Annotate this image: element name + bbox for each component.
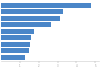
Bar [1, 16, 60, 21]
Bar [1, 35, 31, 40]
Bar [1, 42, 30, 47]
Bar [1, 3, 92, 8]
Bar [1, 48, 29, 53]
Bar [1, 22, 51, 27]
Bar [1, 29, 34, 34]
Bar [1, 9, 63, 14]
Bar [1, 55, 26, 60]
